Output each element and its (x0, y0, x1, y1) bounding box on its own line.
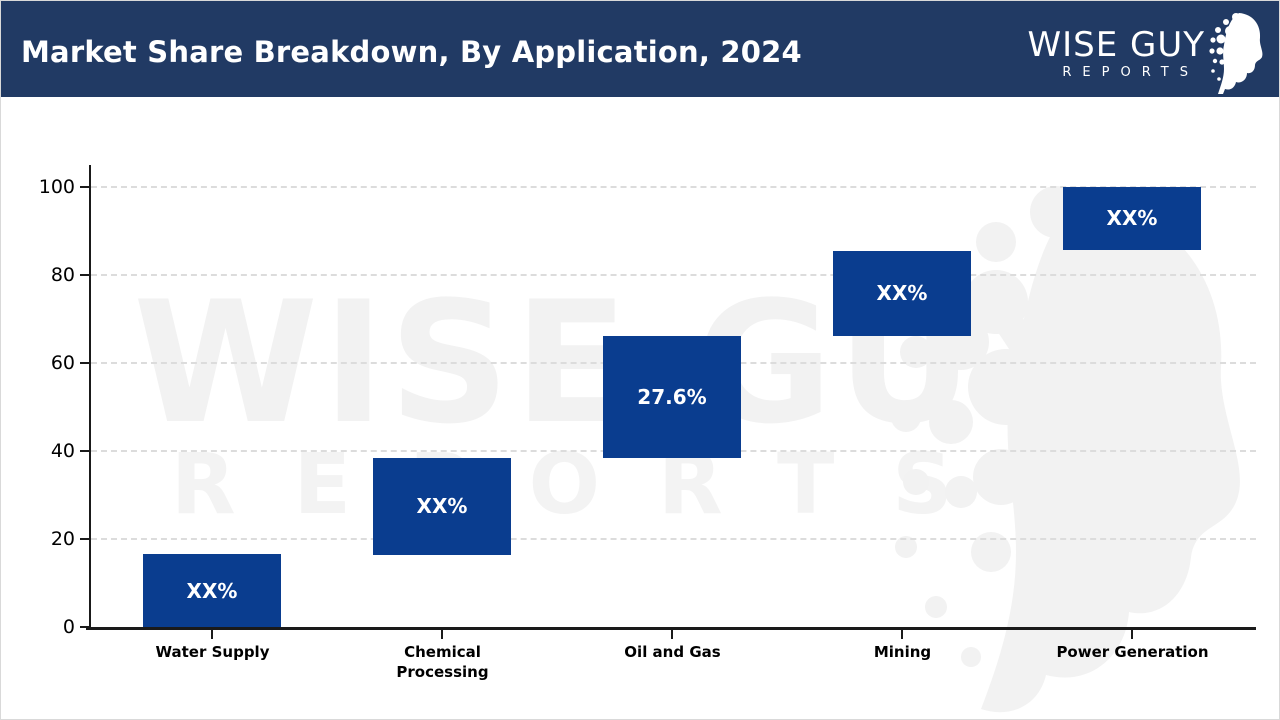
bar-chemical-processing: XX% (373, 458, 511, 555)
y-tick-mark (80, 626, 89, 628)
gridline-20 (91, 538, 1256, 540)
x-tick-mark (211, 630, 213, 639)
wise-guy-reports-logo: WISE GUY REPORTS (1013, 7, 1263, 94)
x-tick-mark (671, 630, 673, 639)
y-tick-label: 40 (50, 440, 75, 462)
x-tick-mark (441, 630, 443, 639)
x-tick-label-2: Chemical Processing (396, 643, 489, 681)
bar-value-label: XX% (876, 281, 928, 306)
y-tick-mark (80, 186, 89, 188)
y-tick-label: 100 (38, 176, 75, 198)
bar-mining: XX% (833, 250, 971, 337)
x-tick-mark (1131, 630, 1133, 639)
bar-value-label: XX% (1106, 206, 1158, 231)
bar-oil-and-gas: 27.6% (603, 336, 741, 458)
y-tick-mark (80, 274, 89, 276)
bar-value-label: XX% (416, 494, 468, 519)
y-tick-label: 0 (62, 616, 75, 638)
bar-power-generation: XX% (1063, 187, 1201, 250)
x-tick-label-5: Power Generation (1056, 643, 1209, 661)
chart-canvas: WISE GUY REPORTS 0 20 40 60 80 100 XX% XX% 27.6%… (1, 97, 1279, 719)
y-tick-mark (80, 450, 89, 452)
gridline-80 (91, 274, 1256, 276)
y-tick-label: 60 (50, 352, 75, 374)
y-axis-spine (89, 165, 91, 629)
page-title: Market Share Breakdown, By Application, … (21, 35, 802, 69)
y-tick-mark (80, 362, 89, 364)
x-tick-mark (901, 630, 903, 639)
x-tick-label-1: Water Supply (155, 643, 270, 661)
y-tick-mark (80, 538, 89, 540)
x-axis-spine (86, 627, 1256, 630)
watermark-head-dots-icon (891, 186, 1240, 713)
logo-wordmark: WISE GUY (1027, 25, 1205, 65)
gridline-100 (91, 186, 1256, 188)
y-tick-label: 20 (50, 528, 75, 550)
bar-value-label: 27.6% (637, 384, 707, 409)
x-tick-label-3: Oil and Gas (624, 643, 721, 661)
x-tick-label-4: Mining (873, 643, 932, 661)
y-tick-label: 80 (50, 264, 75, 286)
bar-value-label: XX% (186, 578, 238, 603)
bar-water-supply: XX% (143, 554, 281, 627)
logo-subtext: REPORTS (1062, 65, 1199, 80)
head-dots-logo-icon (1209, 13, 1263, 94)
header-band: Market Share Breakdown, By Application, … (1, 1, 1279, 97)
